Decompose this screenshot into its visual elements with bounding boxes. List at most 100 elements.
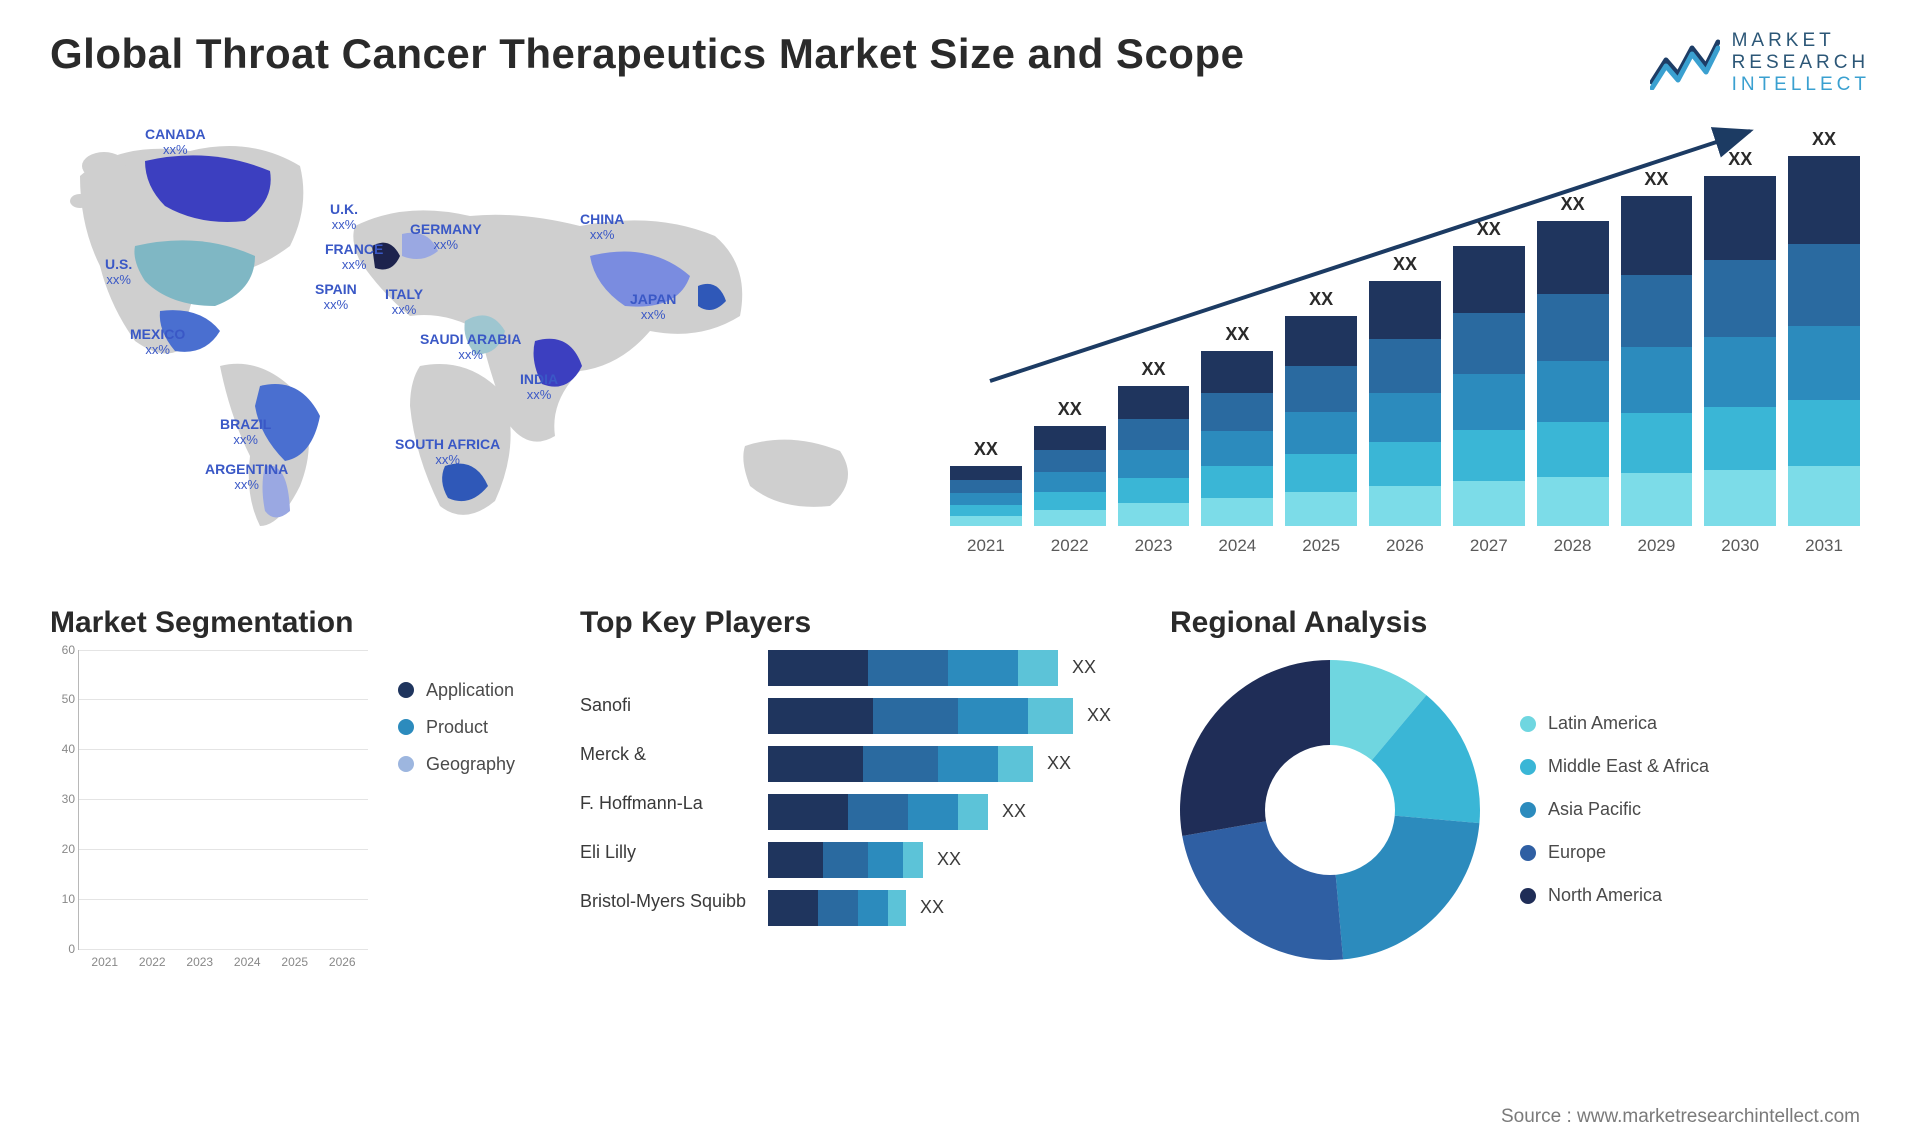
player-value: XX [920,897,944,918]
player-bar-segment [998,746,1033,782]
growth-bar-segment [1201,498,1273,526]
player-bar [768,746,1033,782]
growth-bar-segment [1034,426,1106,450]
player-bar-segment [768,842,823,878]
growth-bar-segment [1621,473,1693,526]
header: Global Throat Cancer Therapeutics Market… [50,30,1870,96]
brand-logo: MARKET RESEARCH INTELLECT [1650,30,1870,96]
region-legend-item: Latin America [1520,713,1709,734]
growth-bar-segment [1704,260,1776,337]
growth-bar-segment [1621,196,1693,275]
growth-chart: XXXXXXXXXXXXXXXXXXXXXX 20212022202320242… [940,106,1870,556]
seg-ytick: 0 [51,942,75,956]
growth-bar-segment [1453,430,1525,480]
legend-label: Latin America [1548,713,1657,734]
growth-bar-segment [1453,374,1525,430]
growth-bar-segment [1788,326,1860,400]
seg-gridline [79,799,368,800]
growth-xaxis-label: 2029 [1621,536,1693,556]
player-bar-segment [958,698,1028,734]
seg-ytick: 20 [51,842,75,856]
map-label: MEXICOxx% [130,326,185,358]
growth-xaxis-label: 2025 [1285,536,1357,556]
growth-bar-segment [1201,393,1273,432]
growth-bar-segment [1704,470,1776,526]
logo-line3: INTELLECT [1732,74,1870,96]
seg-gridline [79,650,368,651]
growth-xaxis-label: 2026 [1369,536,1441,556]
growth-bar-segment [1201,351,1273,393]
growth-bar-segment [1704,407,1776,470]
growth-bar-value: XX [1728,149,1752,170]
segmentation-chart: 202120222023202420252026 0102030405060 A… [50,650,550,950]
growth-bar-segment [1453,481,1525,526]
growth-bar: XX [1201,324,1273,526]
growth-bar-segment [1453,313,1525,375]
growth-bar: XX [1788,129,1860,526]
legend-swatch [1520,845,1536,861]
growth-bar-segment [1788,466,1860,525]
player-bar [768,698,1073,734]
growth-bar-segment [1537,422,1609,477]
growth-xaxis-label: 2028 [1537,536,1609,556]
legend-swatch [1520,802,1536,818]
growth-bar-segment [1704,176,1776,260]
growth-bar-segment [1453,246,1525,313]
player-bar-segment [768,650,868,686]
player-bar [768,842,923,878]
player-bar-segment [873,698,958,734]
segmentation-title: Market Segmentation [50,606,550,640]
logo-mark-icon [1650,36,1720,90]
seg-ytick: 50 [51,692,75,706]
map-label: CHINAxx% [580,211,624,243]
growth-xaxis-label: 2022 [1034,536,1106,556]
logo-text: MARKET RESEARCH INTELLECT [1732,30,1870,96]
seg-xaxis-label: 2023 [180,955,220,969]
seg-legend-item: Product [398,717,550,738]
growth-bar-segment [1369,393,1441,442]
growth-bar-segment [1537,477,1609,526]
donut-chart [1170,650,1490,970]
growth-bar-segment [1537,361,1609,422]
seg-gridline [79,699,368,700]
map-label: SOUTH AFRICAxx% [395,436,500,468]
seg-gridline [79,849,368,850]
growth-bar-segment [1034,492,1106,510]
player-bar [768,890,906,926]
map-label: SPAINxx% [315,281,357,313]
player-bar-segment [848,794,908,830]
player-row: XX [768,650,1140,686]
growth-bar: XX [950,439,1022,526]
player-name: F. Hoffmann-La [580,793,750,814]
growth-bar-segment [1201,431,1273,466]
player-row: XX [768,842,1140,878]
growth-bar-segment [1369,281,1441,340]
map-label: SAUDI ARABIAxx% [420,331,521,363]
region-legend-item: Asia Pacific [1520,799,1709,820]
player-bar-segment [938,746,998,782]
map-label: FRANCExx% [325,241,383,273]
legend-swatch [1520,716,1536,732]
players-chart: SanofiMerck &F. Hoffmann-LaEli LillyBris… [580,650,1140,926]
logo-line2: RESEARCH [1732,52,1870,74]
player-row: XX [768,794,1140,830]
player-bar-segment [768,794,848,830]
regional-panel: Regional Analysis Latin AmericaMiddle Ea… [1170,586,1870,970]
legend-swatch [398,756,414,772]
player-name: Bristol-Myers Squibb [580,891,750,912]
player-bar [768,794,988,830]
seg-gridline [79,949,368,950]
legend-label: Europe [1548,842,1606,863]
growth-bar-value: XX [1644,169,1668,190]
growth-bar-segment [1537,221,1609,294]
growth-xaxis-label: 2021 [950,536,1022,556]
player-bar-segment [768,746,863,782]
growth-bar: XX [1034,399,1106,526]
region-legend-item: Europe [1520,842,1709,863]
world-map: CANADAxx%U.S.xx%MEXICOxx%BRAZILxx%ARGENT… [50,106,920,556]
growth-bar-segment [1285,492,1357,526]
seg-ytick: 40 [51,742,75,756]
player-bar-segment [768,890,818,926]
player-value: XX [1072,657,1096,678]
player-bar-segment [868,842,903,878]
